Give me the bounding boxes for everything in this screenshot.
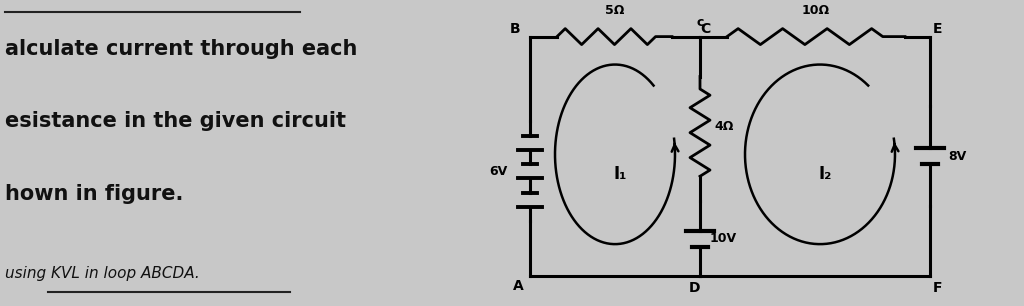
Text: 10V: 10V xyxy=(710,232,737,245)
Text: hown in figure.: hown in figure. xyxy=(5,184,183,204)
Text: 6V: 6V xyxy=(489,165,508,178)
Text: esistance in the given circuit: esistance in the given circuit xyxy=(5,111,346,131)
Text: E: E xyxy=(933,22,943,35)
Text: alculate current through each: alculate current through each xyxy=(5,39,357,58)
Text: A: A xyxy=(513,279,523,293)
Text: I₁: I₁ xyxy=(613,165,627,183)
Text: using KVL in loop ABCDA.: using KVL in loop ABCDA. xyxy=(5,266,200,281)
Text: c: c xyxy=(696,16,703,29)
Text: F: F xyxy=(933,281,943,295)
Text: 10Ω: 10Ω xyxy=(802,4,830,17)
Text: 8V: 8V xyxy=(948,150,967,163)
Text: C: C xyxy=(699,22,710,35)
Text: I₂: I₂ xyxy=(818,165,831,183)
Text: D: D xyxy=(689,281,700,295)
Text: B: B xyxy=(510,22,520,35)
Text: 4Ω: 4Ω xyxy=(714,120,733,133)
Text: 5Ω: 5Ω xyxy=(605,4,625,17)
